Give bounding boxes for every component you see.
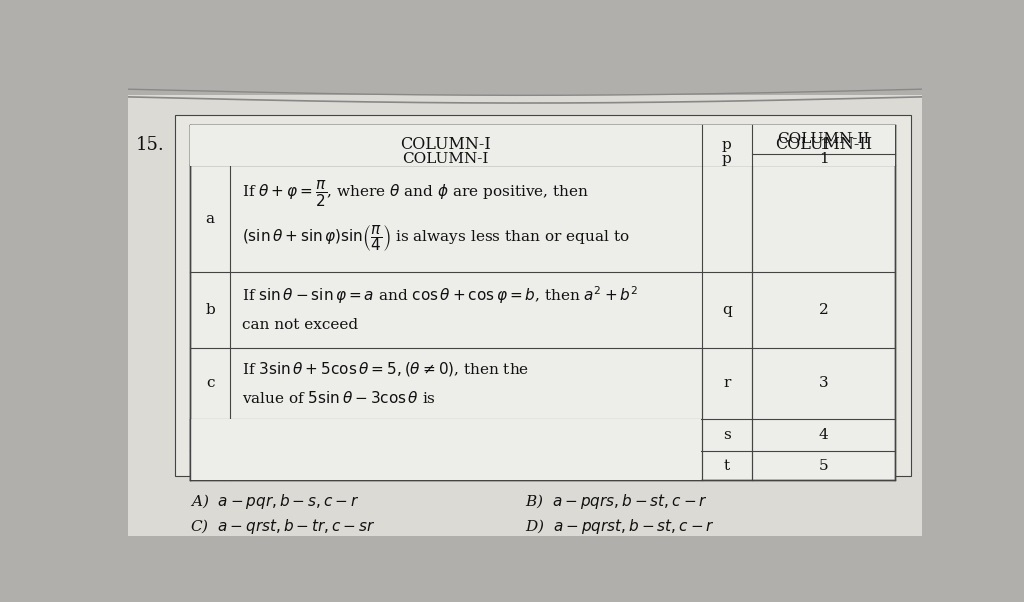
Text: p: p <box>722 138 731 152</box>
Bar <box>190 125 701 164</box>
Text: B)  $a-pqrs, b-st, c-r$: B) $a-pqrs, b-st, c-r$ <box>524 492 708 512</box>
Text: $(\sin\theta+\sin\varphi)\sin\!\left(\dfrac{\pi}{4}\right)$ is always less than : $(\sin\theta+\sin\varphi)\sin\!\left(\df… <box>242 223 630 253</box>
Text: can not exceed: can not exceed <box>242 318 358 332</box>
Text: q: q <box>722 303 731 317</box>
Text: If $\theta+\varphi=\dfrac{\pi}{2}$, where $\theta$ and $\phi$ are positive, then: If $\theta+\varphi=\dfrac{\pi}{2}$, wher… <box>242 179 589 209</box>
Bar <box>190 419 700 480</box>
Text: 3: 3 <box>819 376 828 390</box>
Text: 15.: 15. <box>136 136 165 154</box>
Text: b: b <box>205 303 215 317</box>
Text: COLUMN-II: COLUMN-II <box>777 132 869 146</box>
Text: D)  $a-pqrst, b-st, c-r$: D) $a-pqrst, b-st, c-r$ <box>524 517 715 536</box>
Text: p: p <box>722 152 731 166</box>
Text: r: r <box>723 376 730 390</box>
Text: 2: 2 <box>818 303 828 317</box>
Text: a: a <box>206 211 215 226</box>
Text: 1: 1 <box>818 152 828 166</box>
Bar <box>190 125 895 480</box>
Text: 5: 5 <box>819 459 828 473</box>
Bar <box>174 114 910 477</box>
Text: COLUMN-I: COLUMN-I <box>400 136 492 153</box>
Text: COLUMN-II: COLUMN-II <box>775 136 872 153</box>
Bar <box>190 419 701 451</box>
Text: A)  $a-pqr, b-s, c-r$: A) $a-pqr, b-s, c-r$ <box>190 492 359 512</box>
Text: c: c <box>206 376 214 390</box>
Bar <box>190 451 701 480</box>
Text: COLUMN-I: COLUMN-I <box>402 152 488 166</box>
Text: s: s <box>723 428 730 442</box>
Text: If $\sin\theta-\sin\varphi=a$ and $\cos\theta+\cos\varphi=b$, then $a^2+b^2$: If $\sin\theta-\sin\varphi=a$ and $\cos\… <box>242 285 638 306</box>
Text: If $3\sin\theta+5\cos\theta=5,(\theta\neq 0)$, then the: If $3\sin\theta+5\cos\theta=5,(\theta\ne… <box>242 361 529 379</box>
Text: value of $5\sin\theta-3\cos\theta$ is: value of $5\sin\theta-3\cos\theta$ is <box>242 390 436 406</box>
Text: 1: 1 <box>818 138 828 152</box>
Text: 4: 4 <box>818 428 828 442</box>
Text: t: t <box>724 459 730 473</box>
Text: C)  $a-qrst, b-tr, c-sr$: C) $a-qrst, b-tr, c-sr$ <box>190 517 376 536</box>
Bar <box>190 125 895 166</box>
